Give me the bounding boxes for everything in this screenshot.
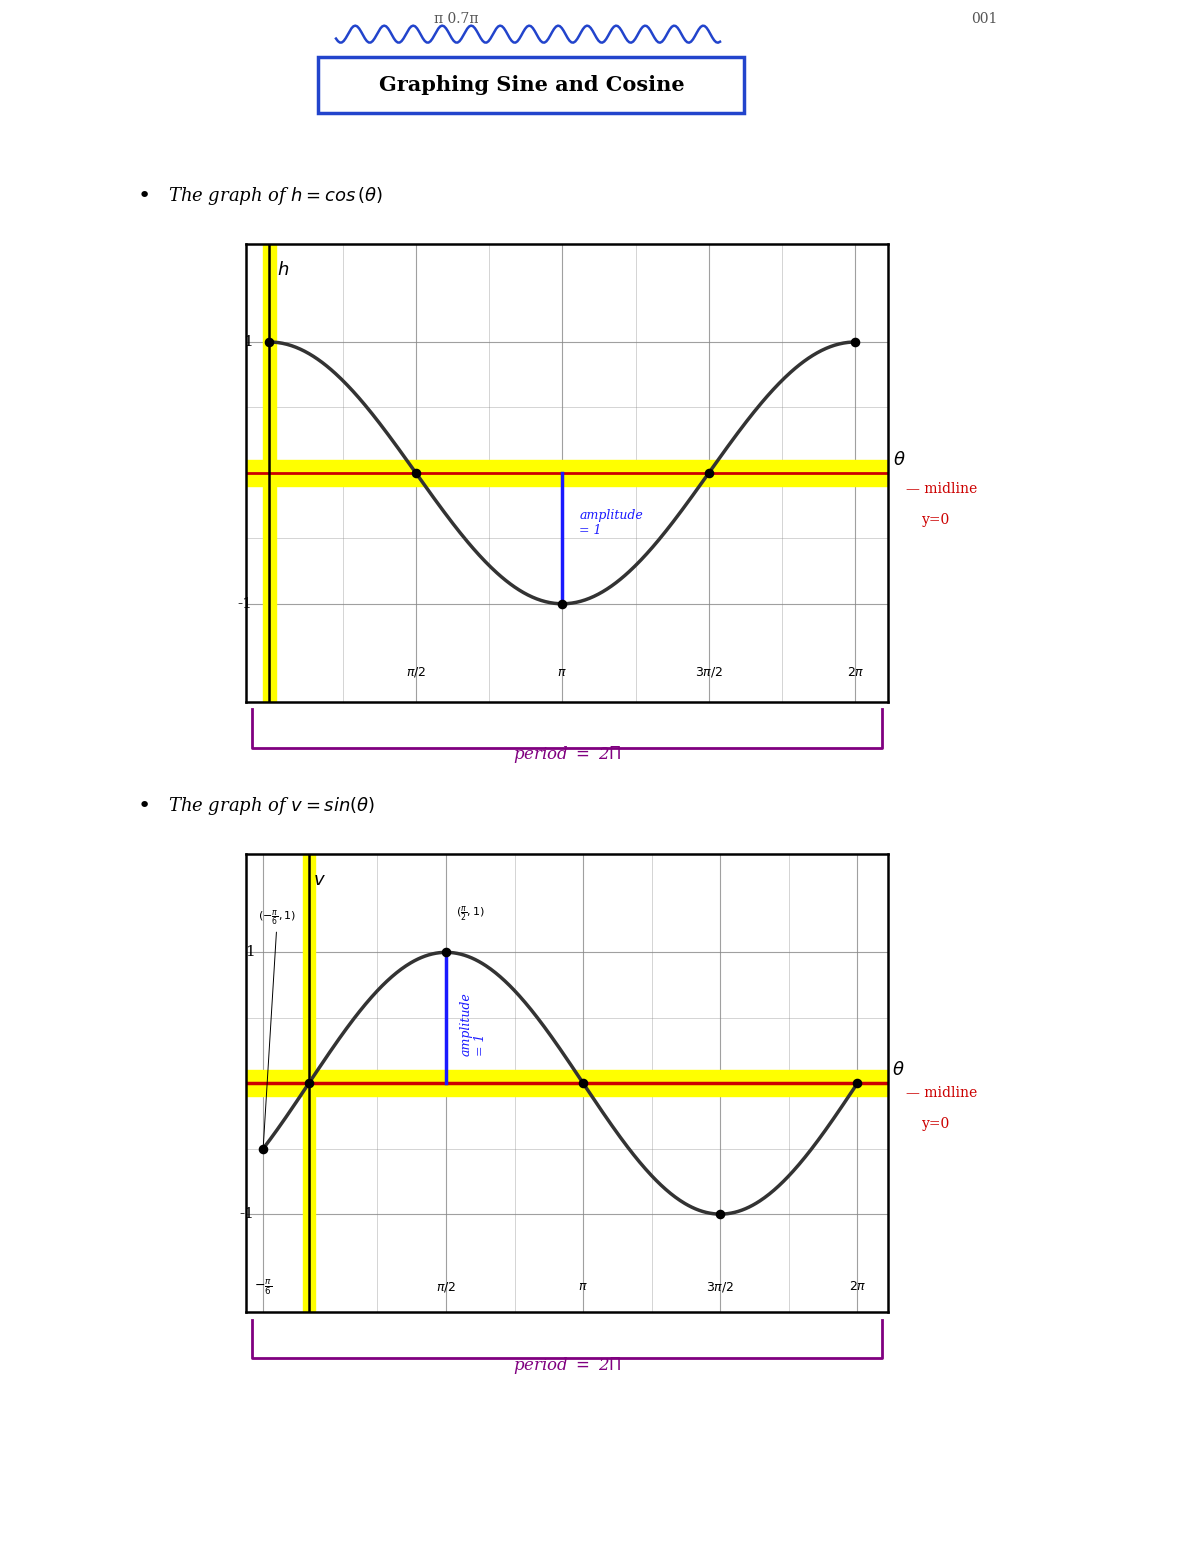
Text: •: •: [138, 797, 151, 815]
Point: [259, 329, 278, 354]
Text: $\pi/2$: $\pi/2$: [406, 665, 426, 679]
Text: — midline: — midline: [906, 481, 977, 497]
Text: 1: 1: [245, 946, 254, 960]
Text: $3\pi/2$: $3\pi/2$: [707, 1280, 734, 1294]
FancyBboxPatch shape: [318, 57, 744, 113]
Text: Graphing Sine and Cosine: Graphing Sine and Cosine: [379, 76, 684, 95]
Text: $-\frac{\pi}{6}$: $-\frac{\pi}{6}$: [254, 1278, 272, 1297]
Text: — midline: — midline: [906, 1086, 977, 1101]
Point: [846, 329, 865, 354]
Text: $2\pi$: $2\pi$: [848, 1280, 866, 1294]
Point: [574, 1072, 593, 1096]
Text: 1: 1: [242, 335, 252, 349]
Text: period $=$ 2$\Pi$: period $=$ 2$\Pi$: [512, 744, 622, 766]
Point: [253, 1137, 272, 1162]
Point: [710, 1202, 730, 1227]
Text: •: •: [138, 186, 151, 207]
Point: [299, 1072, 318, 1096]
Text: y=0: y=0: [922, 1117, 950, 1132]
Text: The graph of $h = cos\,(\theta)$: The graph of $h = cos\,(\theta)$: [168, 185, 383, 207]
Text: $3\pi/2$: $3\pi/2$: [695, 665, 722, 679]
Point: [553, 592, 572, 617]
Text: period $=$ 2$\Pi$: period $=$ 2$\Pi$: [512, 1354, 622, 1376]
Text: $h$: $h$: [277, 261, 289, 280]
Text: -1: -1: [238, 596, 252, 610]
Text: $2\pi$: $2\pi$: [846, 666, 864, 679]
Text: The graph of $v = sin(\theta)$: The graph of $v = sin(\theta)$: [168, 795, 374, 817]
Text: -1: -1: [240, 1207, 254, 1221]
Text: $\theta$: $\theta$: [893, 1061, 905, 1079]
Point: [848, 1072, 868, 1096]
Text: amplitude
= 1: amplitude = 1: [580, 509, 643, 537]
Text: π 0.7π: π 0.7π: [433, 11, 479, 26]
Text: $\theta$: $\theta$: [893, 450, 905, 469]
Text: $(\frac{\pi}{2},1)$: $(\frac{\pi}{2},1)$: [456, 904, 485, 922]
Text: $(-\frac{\pi}{6},1)$: $(-\frac{\pi}{6},1)$: [258, 907, 296, 1146]
Text: 001: 001: [971, 11, 997, 26]
Point: [700, 460, 719, 485]
Text: amplitude
= 1: amplitude = 1: [460, 992, 487, 1056]
Text: $\pi/2$: $\pi/2$: [436, 1280, 456, 1294]
Text: $v$: $v$: [313, 871, 326, 890]
Point: [407, 460, 426, 485]
Point: [437, 940, 456, 964]
Text: $\pi$: $\pi$: [558, 666, 568, 679]
Text: $\pi$: $\pi$: [578, 1280, 588, 1294]
Text: y=0: y=0: [922, 512, 950, 528]
